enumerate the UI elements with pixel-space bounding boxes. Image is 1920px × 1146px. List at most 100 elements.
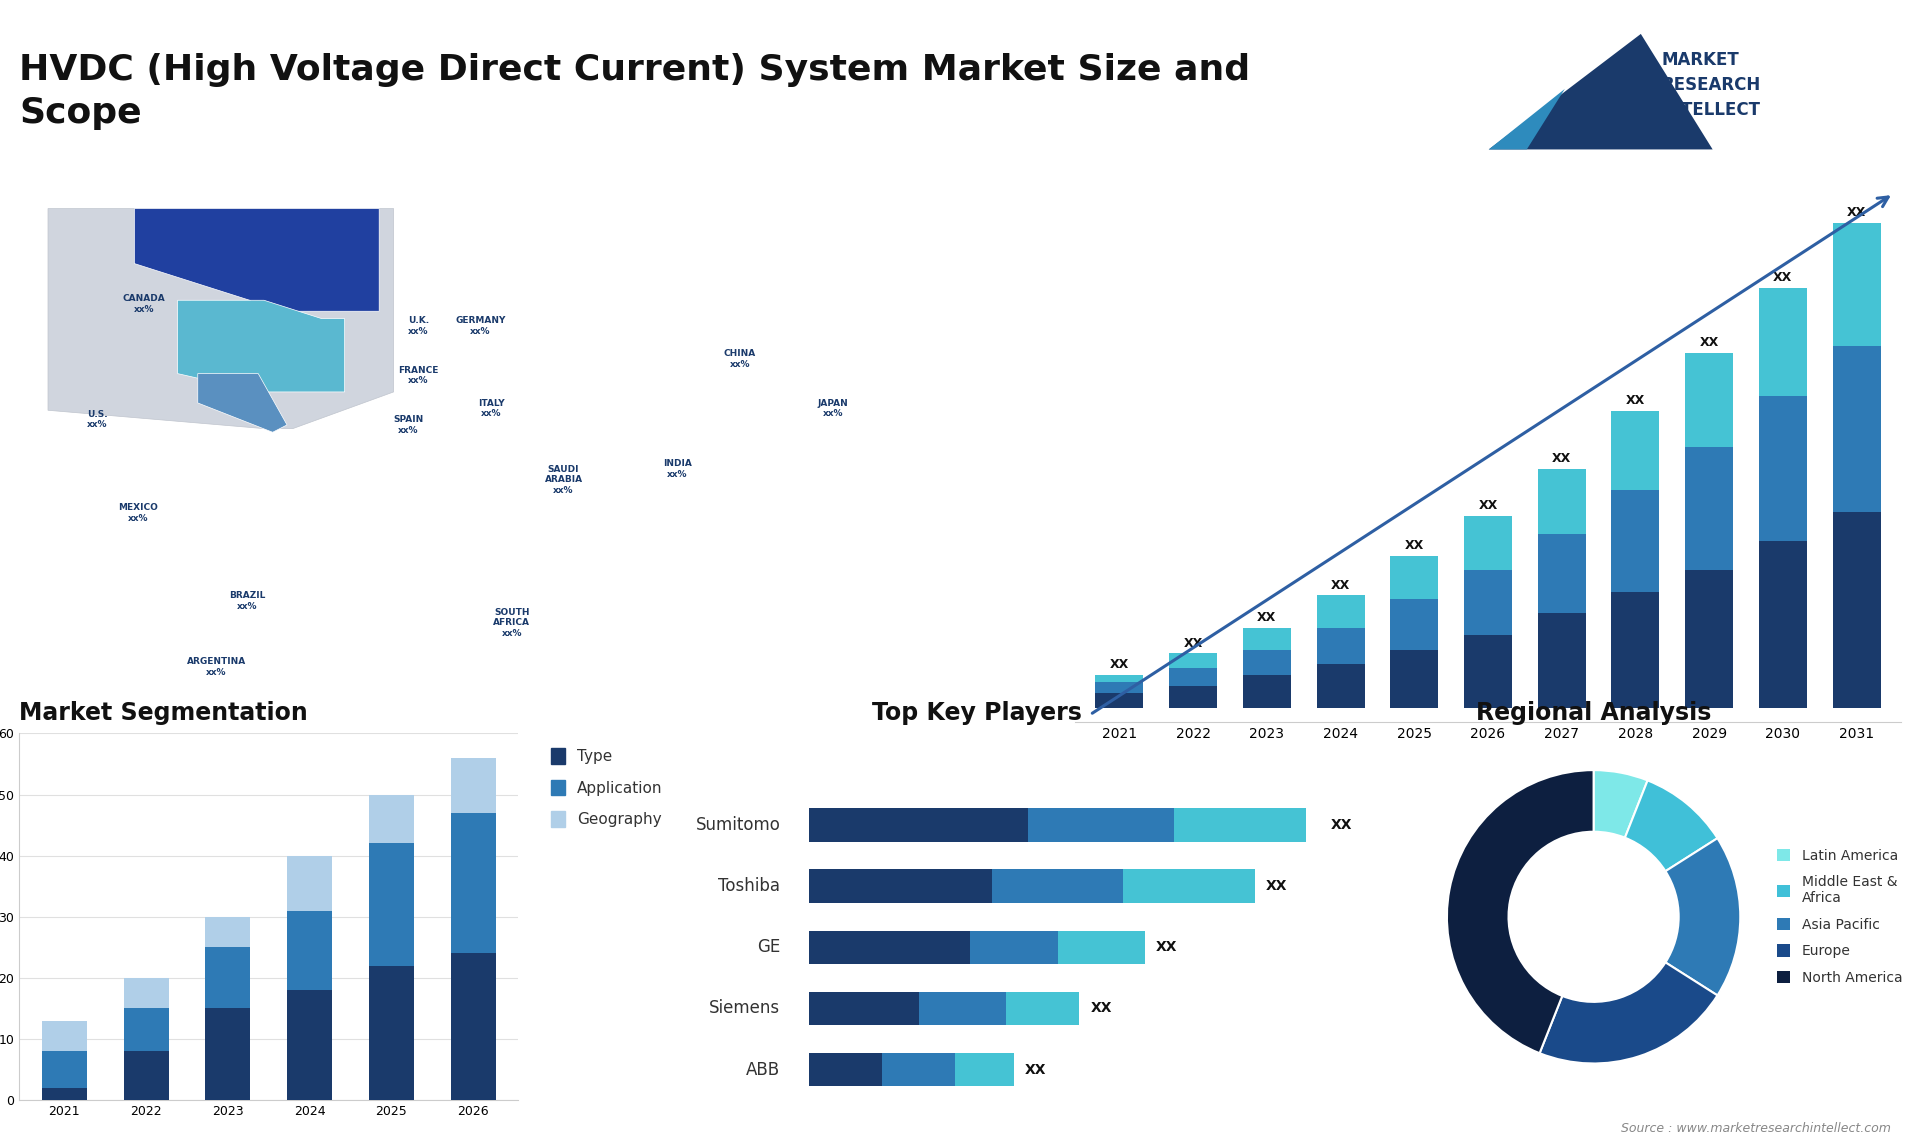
Bar bbox=[810, 991, 920, 1026]
Polygon shape bbox=[48, 209, 394, 429]
Bar bbox=[1611, 410, 1659, 490]
Bar bbox=[1538, 613, 1586, 707]
PathPatch shape bbox=[1488, 34, 1713, 149]
Text: Toshiba: Toshiba bbox=[718, 877, 780, 895]
Text: XX: XX bbox=[1847, 206, 1866, 219]
Bar bbox=[123, 1008, 169, 1051]
Bar bbox=[1169, 653, 1217, 668]
Text: JAPAN
xx%: JAPAN xx% bbox=[818, 399, 849, 418]
Bar bbox=[1169, 685, 1217, 707]
Bar bbox=[42, 1051, 86, 1088]
Text: INDIA
xx%: INDIA xx% bbox=[662, 460, 691, 479]
Text: XX: XX bbox=[1183, 636, 1202, 650]
Bar bbox=[970, 931, 1058, 964]
Bar bbox=[1006, 991, 1079, 1026]
Text: XX: XX bbox=[1405, 539, 1425, 552]
Bar bbox=[369, 843, 415, 966]
Bar bbox=[810, 1053, 883, 1086]
Bar bbox=[42, 1088, 86, 1100]
Bar bbox=[1169, 668, 1217, 685]
Bar bbox=[1390, 650, 1438, 707]
Bar bbox=[1611, 490, 1659, 591]
Polygon shape bbox=[134, 209, 380, 312]
Bar bbox=[1611, 591, 1659, 707]
Bar bbox=[1759, 397, 1807, 541]
Bar bbox=[1465, 516, 1511, 570]
Text: GE: GE bbox=[756, 939, 780, 957]
Text: SOUTH
AFRICA
xx%: SOUTH AFRICA xx% bbox=[493, 609, 530, 638]
Bar bbox=[123, 978, 169, 1008]
Polygon shape bbox=[198, 374, 288, 432]
Text: SPAIN
xx%: SPAIN xx% bbox=[394, 415, 422, 434]
Text: XX: XX bbox=[1265, 879, 1286, 893]
Bar bbox=[451, 813, 495, 953]
Bar bbox=[451, 953, 495, 1100]
Text: XX: XX bbox=[1699, 336, 1718, 350]
Text: BRAZIL
xx%: BRAZIL xx% bbox=[228, 591, 265, 611]
Text: ARGENTINA
xx%: ARGENTINA xx% bbox=[186, 658, 246, 676]
Bar bbox=[1390, 599, 1438, 650]
Legend: Type, Application, Geography: Type, Application, Geography bbox=[551, 748, 662, 827]
Bar bbox=[1317, 628, 1365, 664]
Bar bbox=[810, 808, 1029, 842]
Bar bbox=[288, 911, 332, 990]
Bar bbox=[1686, 570, 1734, 707]
Text: CHINA
xx%: CHINA xx% bbox=[724, 350, 756, 369]
Bar bbox=[920, 991, 1006, 1026]
Bar bbox=[1538, 469, 1586, 534]
Bar bbox=[1096, 682, 1144, 693]
Title: Top Key Players: Top Key Players bbox=[872, 700, 1083, 724]
Bar bbox=[1242, 628, 1290, 650]
Bar bbox=[1029, 808, 1175, 842]
Bar bbox=[205, 1008, 250, 1100]
Bar bbox=[1175, 808, 1321, 842]
Bar bbox=[1096, 693, 1144, 707]
Title: Regional Analysis: Regional Analysis bbox=[1476, 700, 1711, 724]
Text: XX: XX bbox=[1478, 499, 1498, 512]
Text: XX: XX bbox=[1091, 1002, 1112, 1015]
Bar bbox=[1096, 675, 1144, 682]
Text: CANADA
xx%: CANADA xx% bbox=[123, 295, 165, 314]
Text: U.S.
xx%: U.S. xx% bbox=[86, 410, 108, 429]
Wedge shape bbox=[1665, 838, 1740, 996]
Wedge shape bbox=[1540, 963, 1718, 1063]
Text: XX: XX bbox=[1774, 272, 1793, 284]
Text: SAUDI
ARABIA
xx%: SAUDI ARABIA xx% bbox=[545, 465, 582, 495]
Text: MEXICO
xx%: MEXICO xx% bbox=[119, 503, 157, 523]
Bar bbox=[1832, 346, 1880, 512]
Bar bbox=[1317, 664, 1365, 707]
Text: GERMANY
xx%: GERMANY xx% bbox=[455, 316, 505, 336]
Bar bbox=[1465, 570, 1511, 635]
Text: MARKET
RESEARCH
INTELLECT: MARKET RESEARCH INTELLECT bbox=[1663, 50, 1761, 119]
Text: HVDC (High Voltage Direct Current) System Market Size and
Scope: HVDC (High Voltage Direct Current) Syste… bbox=[19, 53, 1250, 131]
Wedge shape bbox=[1448, 770, 1594, 1053]
Bar bbox=[288, 990, 332, 1100]
Text: Source : www.marketresearchintellect.com: Source : www.marketresearchintellect.com bbox=[1620, 1122, 1891, 1135]
Bar bbox=[451, 758, 495, 813]
Bar bbox=[1759, 541, 1807, 707]
Bar bbox=[1832, 512, 1880, 707]
Text: FRANCE
xx%: FRANCE xx% bbox=[397, 366, 438, 385]
Bar bbox=[883, 1053, 956, 1086]
Text: ABB: ABB bbox=[747, 1060, 780, 1078]
Bar bbox=[1242, 675, 1290, 707]
Bar bbox=[369, 794, 415, 843]
Text: XX: XX bbox=[1258, 611, 1277, 625]
Text: Sumitomo: Sumitomo bbox=[695, 816, 780, 834]
Wedge shape bbox=[1594, 770, 1647, 838]
Bar bbox=[1538, 534, 1586, 613]
Text: XX: XX bbox=[1626, 394, 1645, 407]
Legend: Latin America, Middle East &
Africa, Asia Pacific, Europe, North America: Latin America, Middle East & Africa, Asi… bbox=[1776, 849, 1903, 984]
Bar bbox=[810, 931, 970, 964]
Bar bbox=[993, 870, 1123, 903]
Polygon shape bbox=[179, 300, 346, 392]
Bar bbox=[288, 856, 332, 911]
Bar bbox=[1242, 650, 1290, 675]
Bar bbox=[1123, 870, 1254, 903]
Bar bbox=[369, 966, 415, 1100]
Text: ITALY
xx%: ITALY xx% bbox=[478, 399, 505, 418]
Bar bbox=[1390, 556, 1438, 599]
Bar bbox=[1058, 931, 1144, 964]
Bar bbox=[956, 1053, 1014, 1086]
Bar bbox=[1317, 595, 1365, 628]
